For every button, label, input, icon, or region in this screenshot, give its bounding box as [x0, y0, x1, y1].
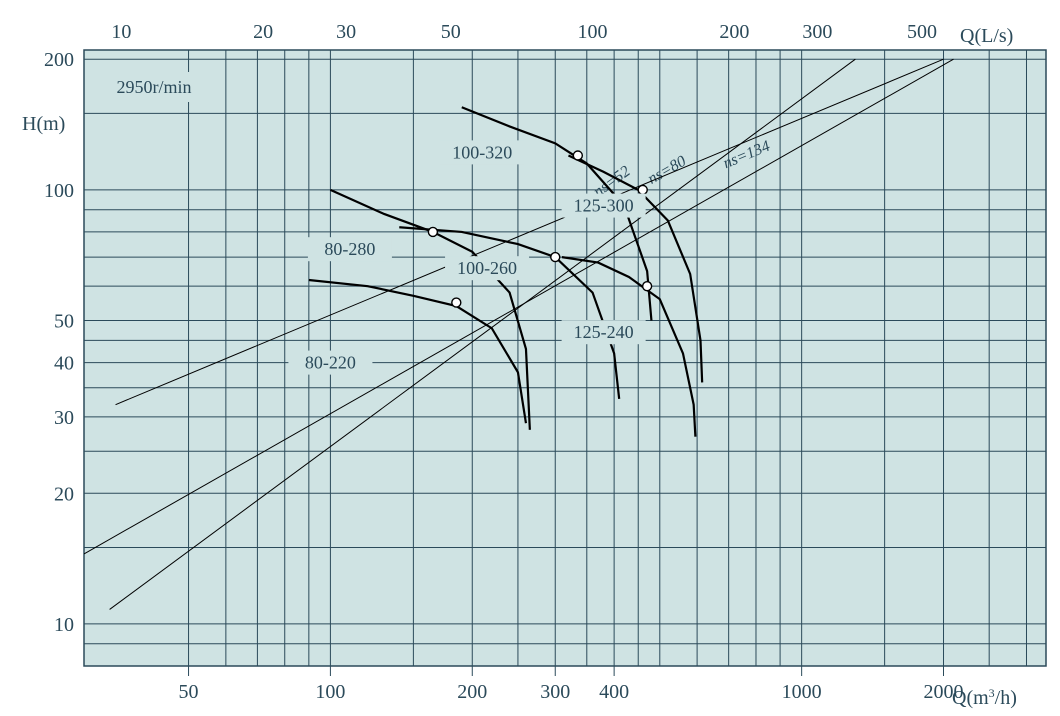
x-top-tick-label: 10 — [111, 21, 131, 43]
curve-dot — [428, 227, 437, 236]
curve-label: 100-320 — [452, 142, 512, 162]
y-tick-label: 20 — [54, 483, 74, 505]
x-top-tick-label: 500 — [907, 21, 937, 43]
curve-dot — [452, 298, 461, 307]
curve-label: 80-280 — [324, 239, 375, 259]
curve-label: 80-220 — [305, 353, 356, 373]
x-top-tick-label: 50 — [441, 21, 461, 43]
x-bottom-tick-label: 400 — [599, 681, 629, 703]
y-tick-label: 100 — [44, 180, 74, 202]
x-bottom-tick-label: 300 — [540, 681, 570, 703]
x-bottom-tick-label: 200 — [457, 681, 487, 703]
x-top-tick-label: 300 — [802, 21, 832, 43]
x-top-tick-label: 100 — [578, 21, 608, 43]
curve-label: 125-300 — [574, 196, 634, 216]
y-tick-label: 10 — [54, 614, 74, 636]
x-bottom-tick-label: 1000 — [782, 681, 822, 703]
curve-label: 100-260 — [457, 258, 517, 278]
x-top-tick-label: 20 — [253, 21, 273, 43]
curve-dot — [638, 185, 647, 194]
y-axis-title: H(m) — [22, 113, 65, 135]
rpm-label: 2950r/min — [117, 77, 192, 97]
curve-dot — [573, 151, 582, 160]
y-tick-label: 30 — [54, 407, 74, 429]
pump-chart: ns=52ns=80ns=13480-28080-220100-320100-2… — [0, 0, 1060, 716]
y-tick-label: 200 — [44, 49, 74, 71]
x-top-title: Q(L/s) — [960, 25, 1013, 47]
curve-dot — [643, 282, 652, 291]
x-bottom-tick-label: 100 — [315, 681, 345, 703]
x-top-tick-label: 200 — [719, 21, 749, 43]
x-bottom-tick-label: 50 — [179, 681, 199, 703]
x-bottom-title: Q(m3/h) — [952, 686, 1017, 709]
curve-dot — [551, 253, 560, 262]
x-top-tick-label: 30 — [336, 21, 356, 43]
curve-label: 125-240 — [574, 322, 634, 342]
y-tick-label: 50 — [54, 311, 74, 333]
y-tick-label: 40 — [54, 353, 74, 375]
